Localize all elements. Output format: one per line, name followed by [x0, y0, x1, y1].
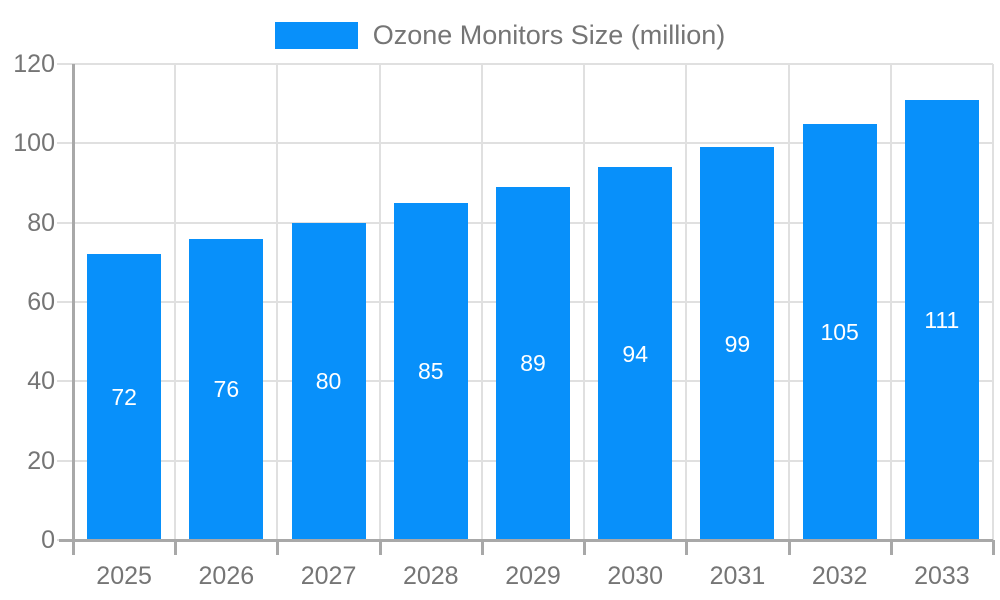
- x-tick-label: 2028: [402, 562, 459, 590]
- y-tick: [57, 459, 73, 462]
- x-tick-label: 2033: [914, 562, 970, 590]
- y-tick: [57, 221, 73, 224]
- bar-value-label: 99: [724, 330, 751, 357]
- bar-value-label: 105: [820, 318, 859, 345]
- y-gridline: [73, 63, 993, 65]
- x-gridline: [787, 64, 790, 540]
- bar-value-label: 111: [924, 306, 960, 333]
- y-tick: [57, 301, 73, 303]
- bar[interactable]: 111: [904, 99, 979, 540]
- y-gridline: [73, 142, 993, 145]
- x-tick-label: 2032: [811, 562, 868, 590]
- x-tick: [480, 540, 484, 555]
- x-tick: [174, 540, 178, 555]
- y-axis-line: [71, 64, 75, 555]
- x-tick: [992, 540, 995, 555]
- bar-value-label: 76: [213, 376, 240, 403]
- x-tick-label: 2026: [198, 562, 255, 590]
- x-gridline: [685, 64, 688, 540]
- y-tick-label: 60: [27, 288, 55, 316]
- x-gridline: [583, 64, 586, 540]
- x-gridline: [378, 64, 381, 540]
- x-gridline: [174, 64, 177, 540]
- bar[interactable]: 72: [87, 254, 162, 540]
- bar[interactable]: 80: [291, 222, 366, 540]
- plot-area: 72 76 80 85 89 94 99 105 111: [73, 63, 994, 540]
- y-tick: [57, 142, 73, 145]
- legend[interactable]: Ozone Monitors Size (million): [0, 20, 1000, 50]
- x-tick: [378, 540, 382, 555]
- y-tick: [57, 63, 73, 65]
- x-gridline: [889, 64, 892, 540]
- x-tick: [583, 540, 587, 555]
- x-tick: [787, 540, 791, 555]
- bar-value-label: 89: [520, 350, 546, 377]
- x-gridline: [276, 64, 279, 540]
- bar[interactable]: 94: [598, 167, 673, 540]
- x-tick-label: 2031: [709, 562, 766, 590]
- x-tick-label: 2027: [300, 562, 357, 590]
- y-tick-label: 0: [41, 526, 55, 554]
- x-gridline: [992, 64, 994, 540]
- legend-label: Ozone Monitors Size (million): [372, 20, 726, 50]
- y-tick-label: 20: [27, 446, 55, 475]
- x-tick: [889, 540, 893, 555]
- y-tick-label: 120: [13, 50, 55, 78]
- y-tick: [57, 380, 73, 383]
- y-tick-label: 80: [27, 208, 55, 237]
- x-gridline: [480, 64, 483, 540]
- x-tick-label: 2029: [505, 562, 561, 590]
- bar[interactable]: 76: [189, 238, 264, 540]
- bar[interactable]: 89: [496, 186, 570, 540]
- bar[interactable]: 85: [393, 202, 468, 540]
- x-axis-line: [59, 538, 993, 542]
- bar-value-label: 80: [315, 368, 342, 395]
- x-tick-label: 2030: [607, 562, 664, 590]
- y-tick-label: 40: [27, 367, 55, 396]
- x-tick: [685, 540, 689, 555]
- bar[interactable]: 105: [802, 123, 877, 540]
- bar-value-label: 85: [417, 358, 444, 385]
- x-tick-label: 2025: [96, 562, 152, 590]
- legend-swatch-icon: [274, 21, 358, 49]
- bar[interactable]: 99: [700, 147, 775, 540]
- bar-value-label: 72: [111, 384, 137, 411]
- bar-value-label: 94: [622, 340, 649, 367]
- y-tick-label: 100: [13, 129, 55, 158]
- x-tick: [276, 540, 280, 555]
